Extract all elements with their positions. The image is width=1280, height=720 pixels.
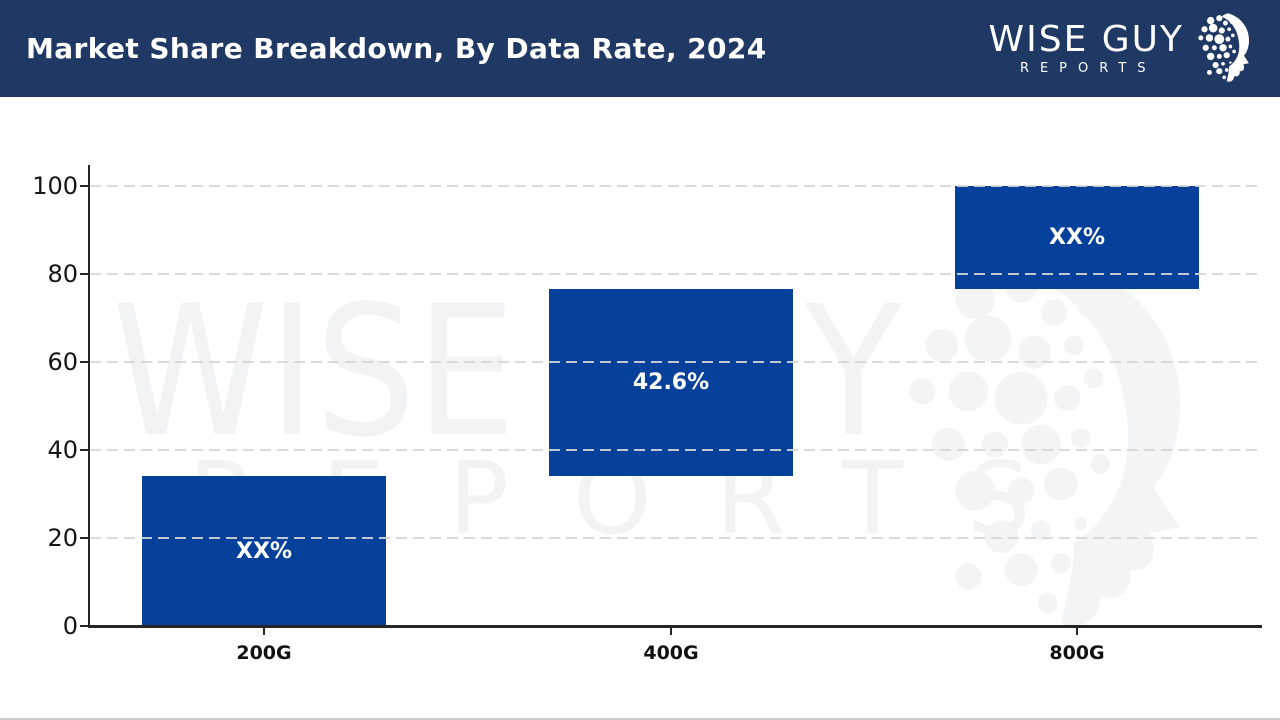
logo-text: WISE GUY REPORTS <box>988 19 1185 76</box>
page-title: Market Share Breakdown, By Data Rate, 20… <box>26 32 767 65</box>
gridline-20 <box>90 537 1262 539</box>
x-category-label-800G: 800G <box>1049 642 1105 664</box>
bar-value-label: 42.6% <box>632 370 710 396</box>
brand-logo: WISE GUY REPORTS <box>989 12 1255 86</box>
x-category-label-400G: 400G <box>643 642 699 664</box>
y-tick-mark-20 <box>80 537 88 539</box>
y-tick-mark-80 <box>80 273 88 275</box>
bottom-border <box>0 718 1280 720</box>
y-tick-label-80: 80 <box>47 260 78 288</box>
bar-200G[interactable]: XX% <box>142 476 386 626</box>
bar-value-label: XX% <box>236 538 292 564</box>
y-tick-label-60: 60 <box>47 348 78 376</box>
y-tick-mark-60 <box>80 361 88 363</box>
watermark-head-icon <box>876 253 1206 649</box>
y-tick-mark-0 <box>80 625 88 627</box>
gridline-100 <box>90 185 1262 187</box>
gridline-80 <box>90 273 1262 275</box>
x-tick-mark-800G <box>1076 628 1078 635</box>
x-axis-line <box>88 625 1262 628</box>
y-tick-mark-100 <box>80 185 88 187</box>
y-tick-mark-40 <box>80 449 88 451</box>
y-tick-label-40: 40 <box>47 436 78 464</box>
logo-head-icon <box>1192 12 1254 86</box>
y-tick-label-0: 0 <box>62 612 78 640</box>
bar-400G[interactable]: 42.6% <box>549 288 793 477</box>
logo-wordmark: WISE GUY <box>988 19 1184 60</box>
gridline-40 <box>90 449 1262 451</box>
y-tick-label-100: 100 <box>32 172 78 200</box>
chart-area: WISE GUY REPORTS XX% 42.6% XX% 0 20 40 60 80 100… <box>0 97 1280 718</box>
x-tick-mark-200G <box>263 628 265 635</box>
x-category-label-200G: 200G <box>236 642 292 664</box>
y-tick-label-20: 20 <box>47 524 78 552</box>
x-tick-mark-400G <box>670 628 672 635</box>
y-axis-line <box>88 165 90 628</box>
bar-value-label: XX% <box>1049 224 1105 250</box>
logo-subtitle: REPORTS <box>1019 61 1157 76</box>
gridline-60 <box>90 361 1262 363</box>
header: Market Share Breakdown, By Data Rate, 20… <box>0 0 1280 97</box>
